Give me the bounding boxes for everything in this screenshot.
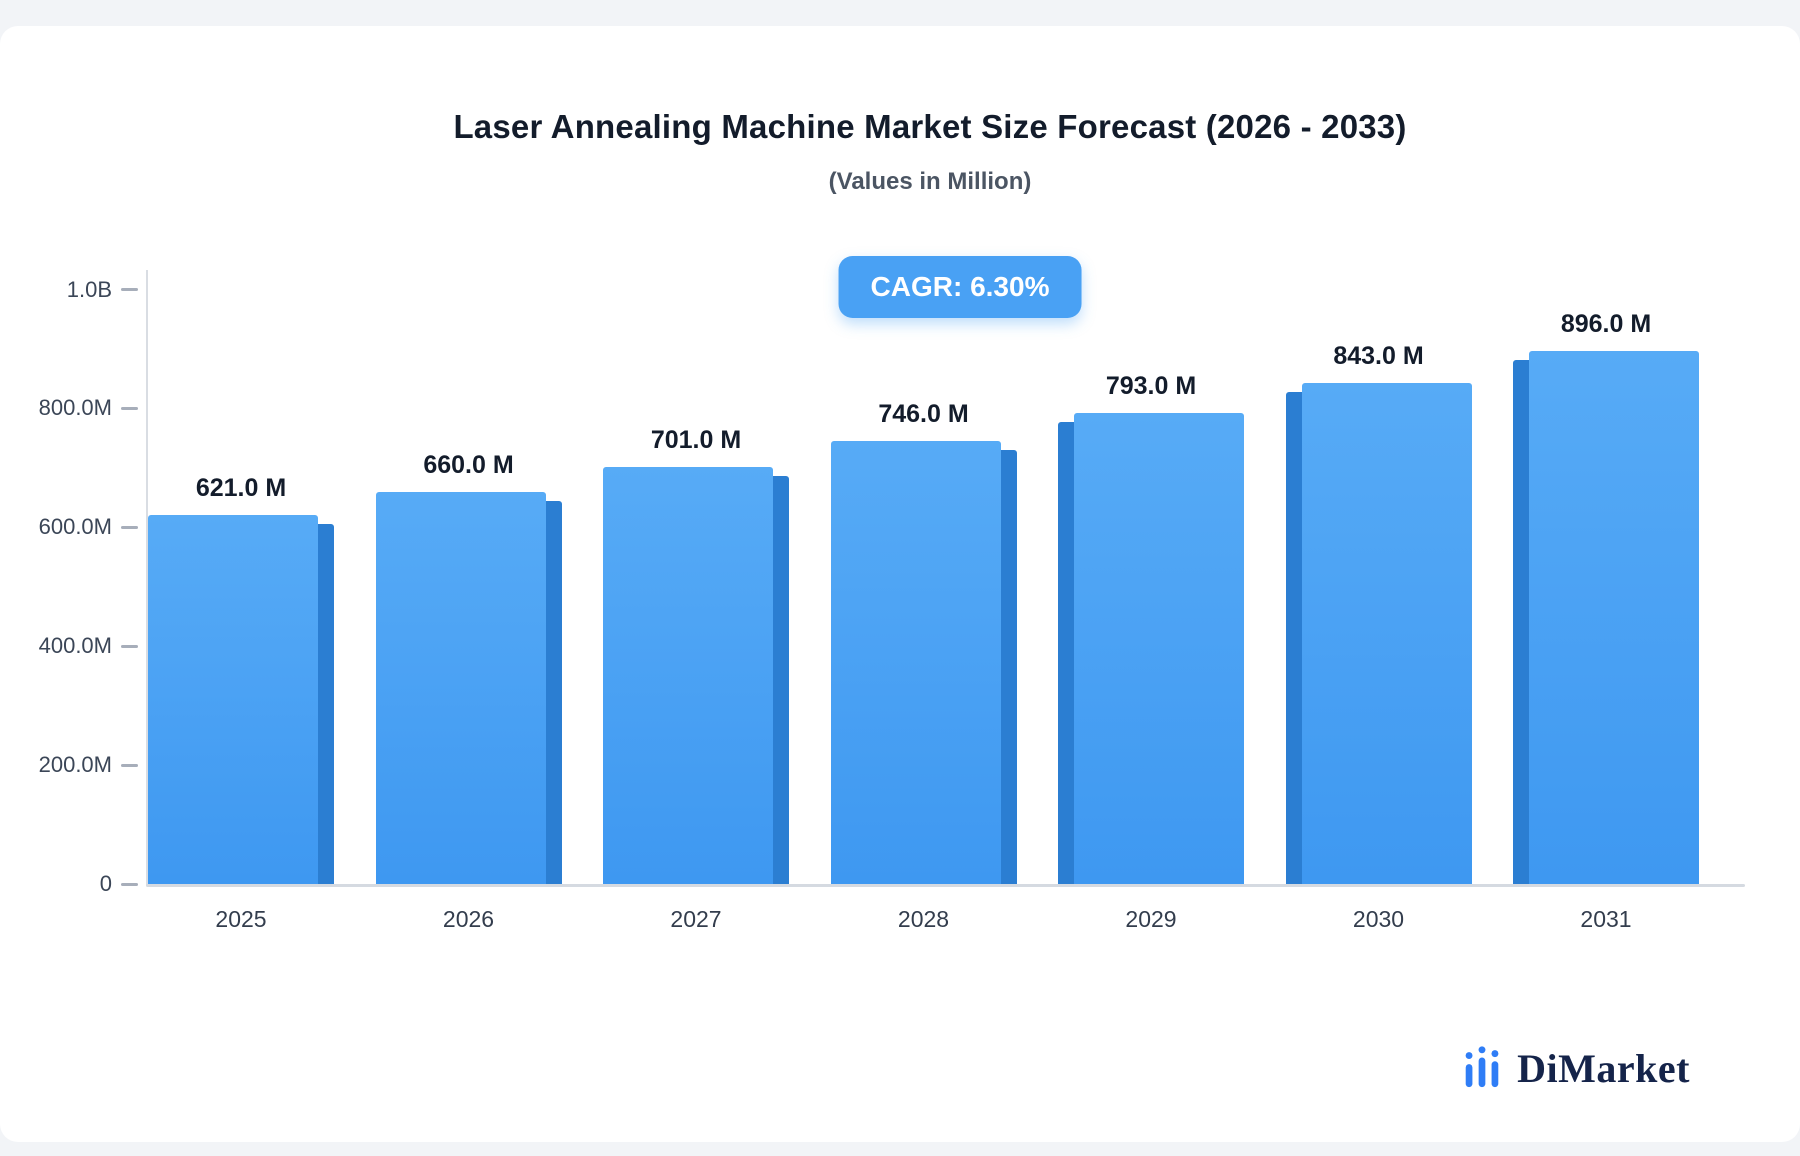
chart-subtitle: (Values in Million) (828, 168, 1032, 195)
bar-value-label: 793.0 M (1105, 371, 1197, 400)
bar-2031 (1513, 351, 1699, 884)
bar-2025 (148, 514, 334, 884)
bar-2026 (375, 491, 562, 884)
bar-shadow-side (1058, 421, 1074, 884)
x-axis-label: 2026 (442, 906, 495, 932)
y-axis-tick-mark (121, 763, 138, 767)
bar-shadow-side (318, 523, 334, 884)
chart-title: Laser Annealing Machine Market Size Fore… (453, 108, 1407, 145)
bar-face (148, 514, 318, 884)
y-axis-line (146, 270, 148, 886)
bar-shadow-side (773, 476, 789, 884)
bar-shadow-side (545, 500, 562, 884)
bar-face (830, 440, 1001, 884)
cagr-badge: CAGR: 6.30% (838, 256, 1082, 318)
x-axis-label: 2025 (215, 906, 267, 932)
x-axis-label: 2030 (1352, 906, 1405, 932)
bar-value-label: 621.0 M (195, 473, 287, 502)
bar-shadow-side (1513, 360, 1529, 884)
bar-shadow-side (1285, 391, 1302, 884)
y-axis-tick-label: 600.0M (38, 514, 112, 540)
bar-2030 (1285, 382, 1472, 884)
bar-2029 (1058, 412, 1244, 884)
y-axis-tick-mark (121, 525, 138, 529)
bar-chart-logo-icon (1465, 1046, 1499, 1088)
brand-logo-text: DiMarket (1517, 1045, 1690, 1091)
y-axis-tick-label: 800.0M (38, 395, 112, 421)
x-axis-label: 2028 (897, 906, 950, 932)
x-axis-label: 2031 (1580, 906, 1632, 932)
y-axis-tick-mark (121, 288, 138, 291)
bar-value-label: 660.0 M (423, 450, 514, 479)
y-axis-tick-mark (121, 406, 138, 410)
x-axis-line (146, 884, 1745, 887)
bar-value-label: 896.0 M (1560, 310, 1652, 339)
brand-logo: DiMarket (1459, 1044, 1690, 1092)
x-axis-label: 2029 (1125, 906, 1177, 932)
bar-face (375, 491, 546, 884)
cagr-label: CAGR: 6.30% (870, 271, 1050, 302)
bar-shadow-side (1000, 449, 1017, 884)
y-axis-tick-label: 0 (99, 871, 112, 896)
y-axis-tick-mark (121, 644, 138, 648)
bar-face (603, 467, 773, 884)
bar-face (1529, 351, 1699, 884)
bar-2028 (830, 440, 1017, 884)
y-axis-tick-label: 200.0M (38, 752, 112, 778)
bar-value-label: 746.0 M (878, 399, 969, 428)
bar-2027 (603, 467, 789, 884)
bar-face (1074, 412, 1244, 884)
bar-face (1301, 382, 1472, 884)
y-axis-tick-label: 1.0B (66, 276, 112, 302)
bar-value-label: 701.0 M (650, 426, 742, 455)
y-axis-tick-mark (121, 882, 138, 886)
bar-value-label: 843.0 M (1333, 341, 1424, 370)
x-axis-label: 2027 (670, 906, 722, 932)
y-axis-tick-label: 400.0M (38, 633, 112, 659)
